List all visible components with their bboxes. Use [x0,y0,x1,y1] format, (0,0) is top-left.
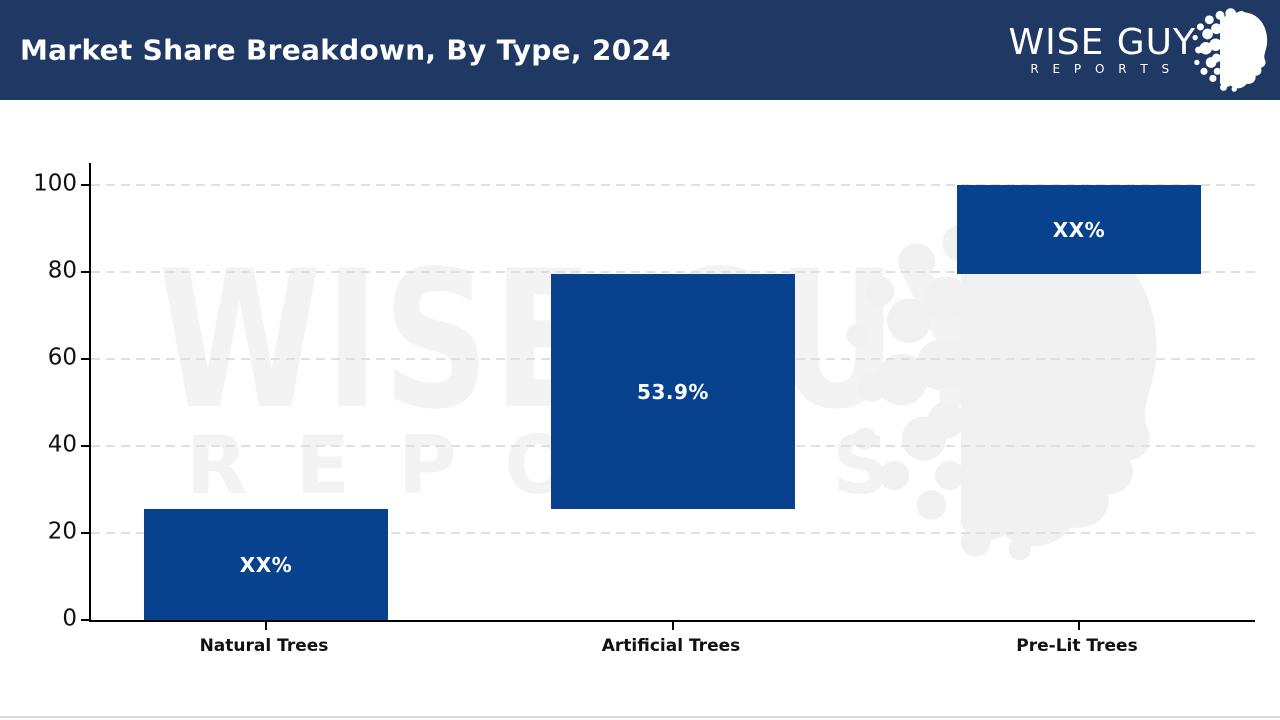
y-tick-label-60: 60 [47,344,77,371]
category-label-natural-trees: Natural Trees [199,636,329,656]
y-tick-label-20: 20 [47,518,77,545]
y-tick-label-40: 40 [47,431,77,458]
y-tick-label-100: 100 [33,170,77,197]
bar-value-label: 53.9% [637,379,709,404]
wiseguy-logo: WISE GUY R E P O R T S [1009,6,1269,94]
bar-artificial-trees: 53.9% [551,274,795,510]
logo-face-icon [1192,8,1268,92]
x-tick-mark-2 [1078,622,1080,630]
bar-value-label: XX% [1052,217,1106,242]
gridline-80 [91,270,1255,273]
category-label-pre-lit-trees: Pre-Lit Trees [1016,636,1138,656]
logo-text: WISE GUY R E P O R T S [1008,21,1197,77]
logo-subtitle: R E P O R T S [1030,62,1175,77]
y-tick-mark-100 [81,183,89,186]
plot-area: XX% 53.9% XX% 0 20 40 60 80 100 [33,163,1255,632]
page-title: Market Share Breakdown, By Type, 2024 [20,33,672,67]
gridline-20 [91,531,1255,534]
bar-natural-trees: XX% [144,509,388,620]
y-tick-label-80: 80 [47,257,77,284]
x-tick-mark-1 [672,622,674,630]
gridline-100 [91,183,1255,186]
y-tick-label-0: 0 [62,605,77,632]
y-tick-mark-80 [81,270,89,273]
y-tick-mark-0 [81,619,89,621]
chart: WISE GUY R E P O R T S XX% 53.9% [0,100,1280,718]
bottom-rule [0,716,1280,718]
x-tick-mark-0 [265,622,267,630]
watermark-face-icon [846,213,1157,561]
category-label-artificial-trees: Artificial Trees [601,636,741,656]
y-tick-mark-60 [81,357,89,360]
y-tick-mark-40 [81,444,89,447]
bar-pre-lit-trees: XX% [957,184,1201,275]
logo-wordmark: WISE GUY [1008,21,1196,63]
bar-value-label: XX% [239,552,293,577]
y-tick-mark-20 [81,531,89,534]
header: Market Share Breakdown, By Type, 2024 WI… [0,0,1280,100]
